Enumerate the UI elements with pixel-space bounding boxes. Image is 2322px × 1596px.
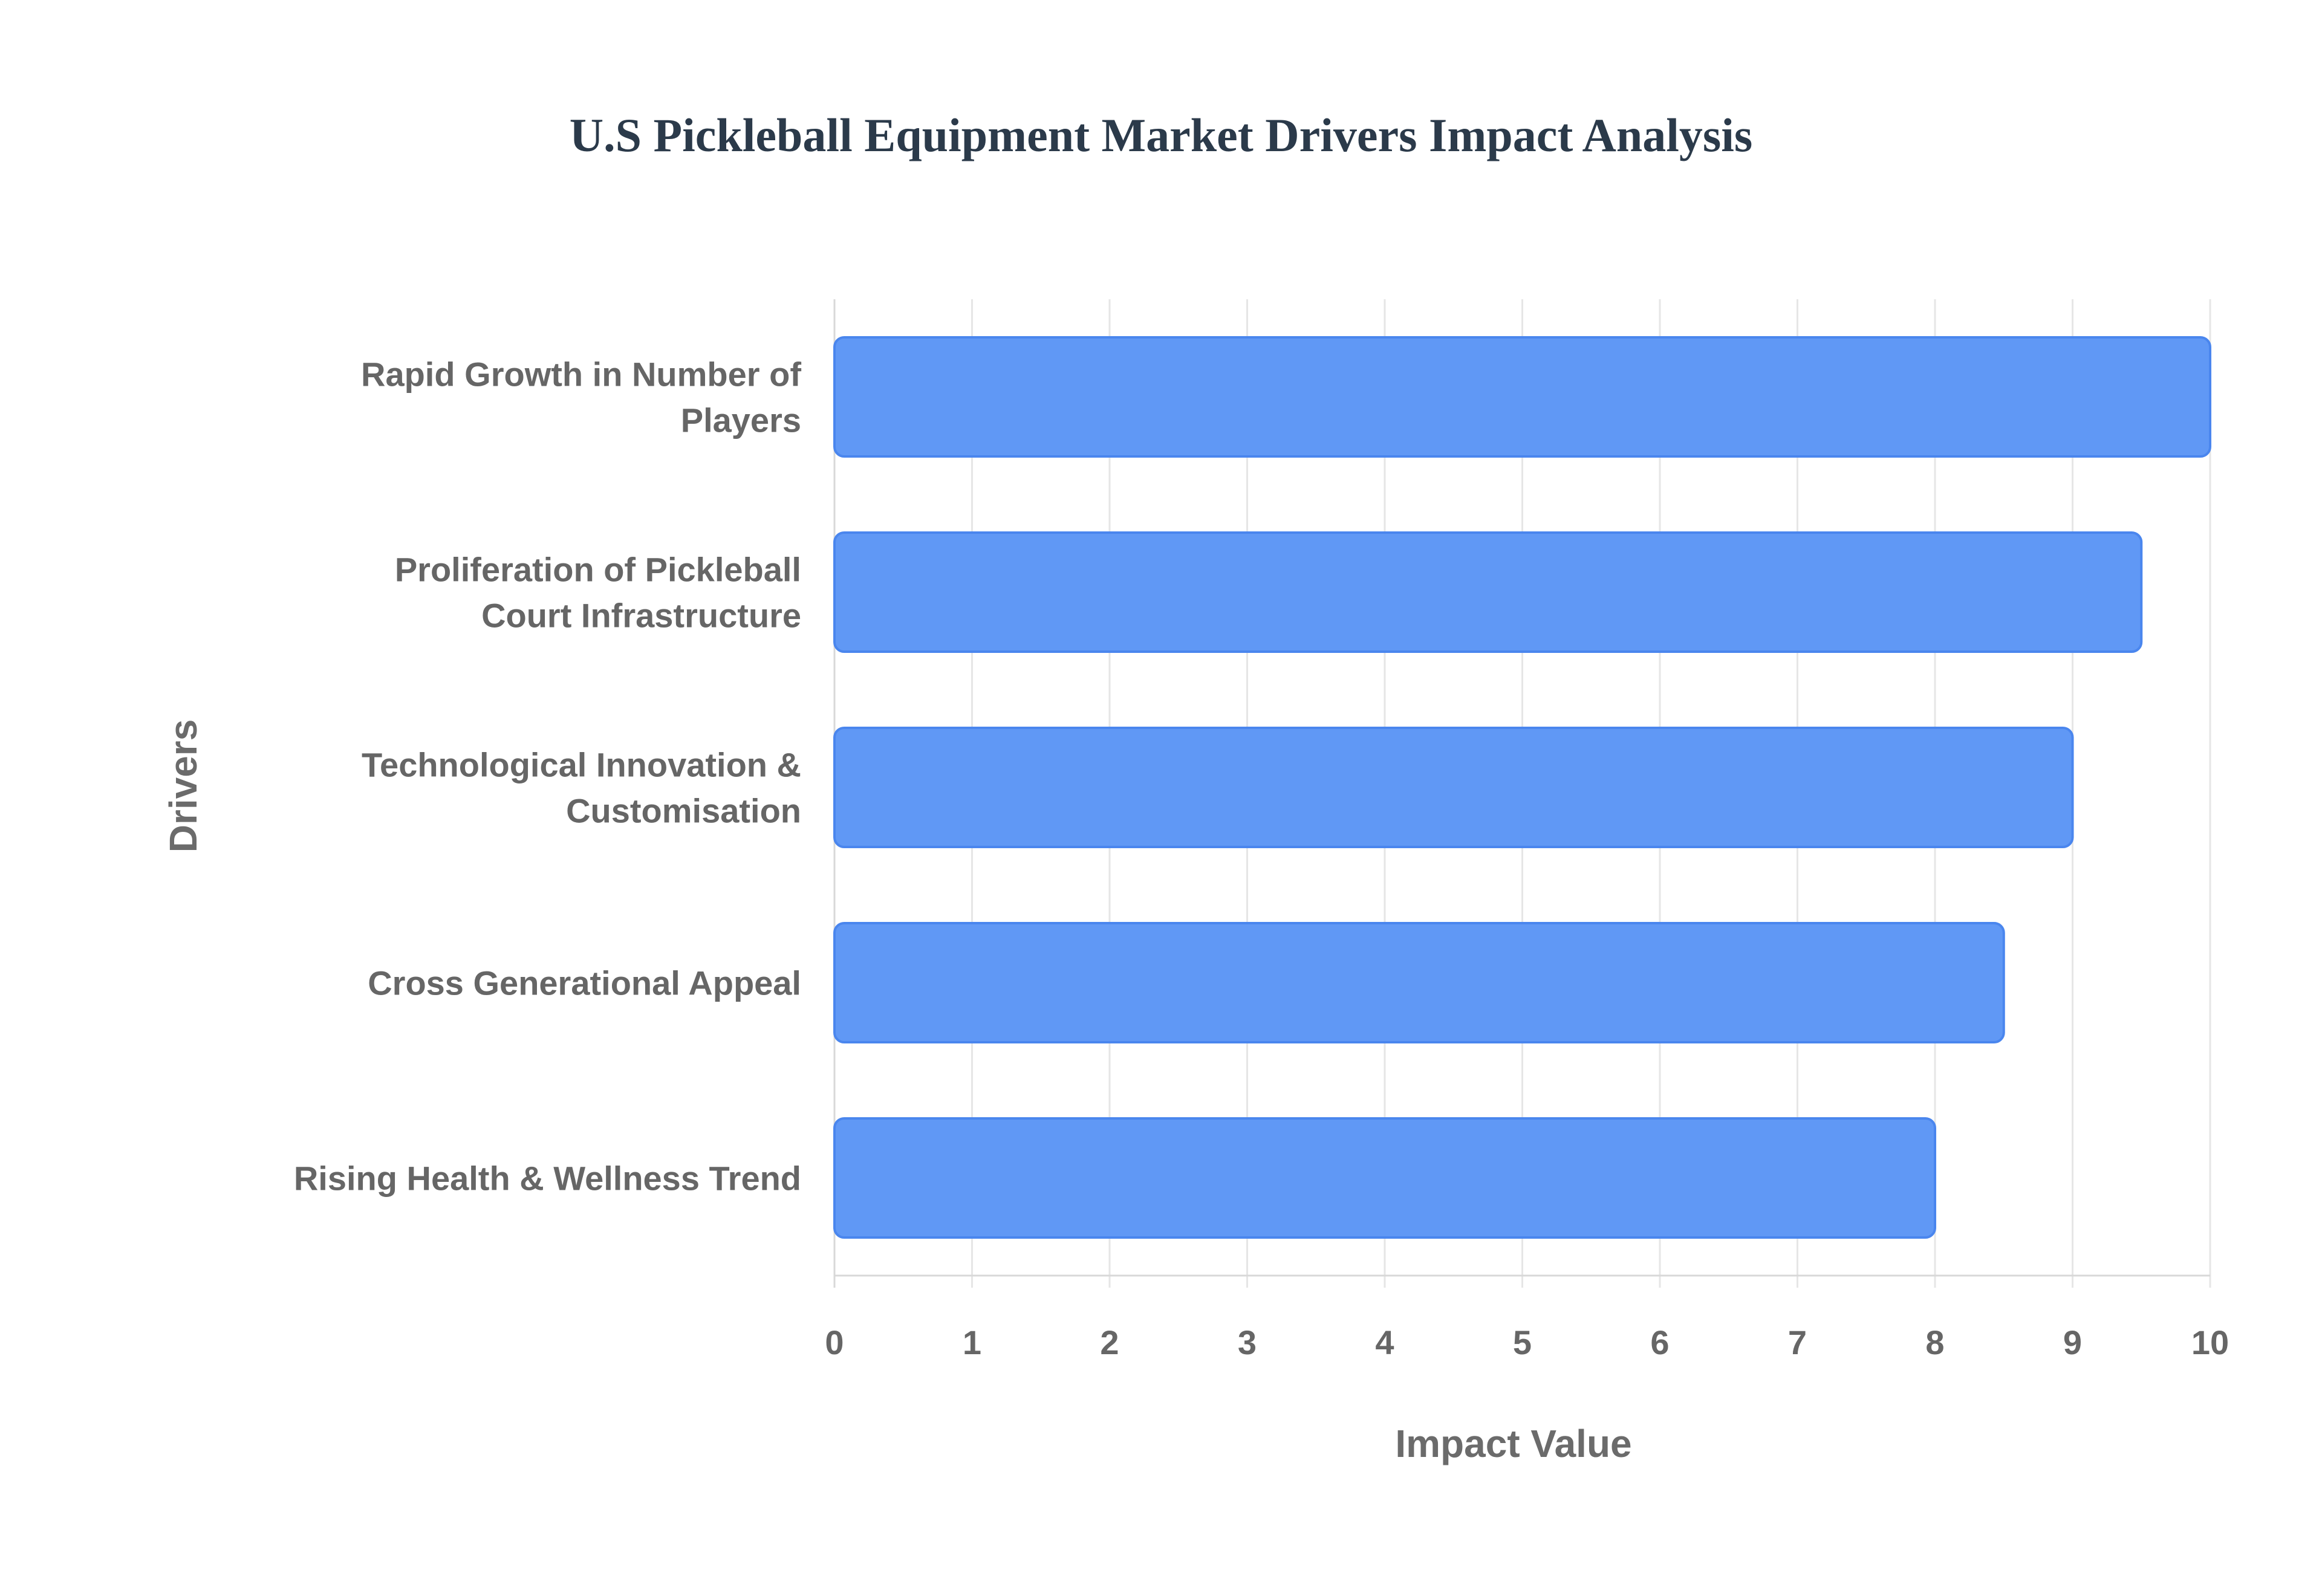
- y-category-label: Technological Innovation & Customisation: [362, 746, 801, 830]
- x-tick-label: 2: [1100, 1323, 1119, 1361]
- bar: [833, 1117, 1936, 1239]
- chart-title: U.S Pickleball Equipment Market Drivers …: [570, 109, 1753, 161]
- x-tick-label: 5: [1513, 1323, 1532, 1361]
- y-category-label: Proliferation of Pickleball Court Infrast…: [395, 551, 801, 635]
- x-tick-label: 3: [1238, 1323, 1257, 1361]
- label-layer: 0 1 2 3 4 5 6 7 8 9 10 Rapid Growth in Number of Pla…: [294, 355, 2229, 1362]
- x-tick-label: 7: [1788, 1323, 1807, 1361]
- bar: [833, 726, 2074, 849]
- y-axis-title: Drivers: [161, 719, 205, 853]
- x-tick-label: 8: [1925, 1323, 1944, 1361]
- bar-layer: [833, 336, 2211, 1239]
- x-tick-label: 0: [825, 1323, 844, 1361]
- x-tick-label: 6: [1650, 1323, 1669, 1361]
- x-tick-label: 10: [2191, 1323, 2229, 1361]
- x-tick-label: 9: [2063, 1323, 2082, 1361]
- bar: [833, 336, 2211, 458]
- bar: [833, 921, 2005, 1044]
- y-category-label: Rapid Growth in Number of Players: [361, 355, 801, 440]
- y-category-label: Rising Health & Wellness Trend: [294, 1160, 801, 1198]
- bar: [833, 531, 2143, 654]
- x-tick-label: 1: [963, 1323, 981, 1361]
- x-axis-title: Impact Value: [1395, 1422, 1631, 1465]
- x-tick-label: 4: [1375, 1323, 1394, 1361]
- y-category-label: Cross Generational Appeal: [368, 964, 801, 1002]
